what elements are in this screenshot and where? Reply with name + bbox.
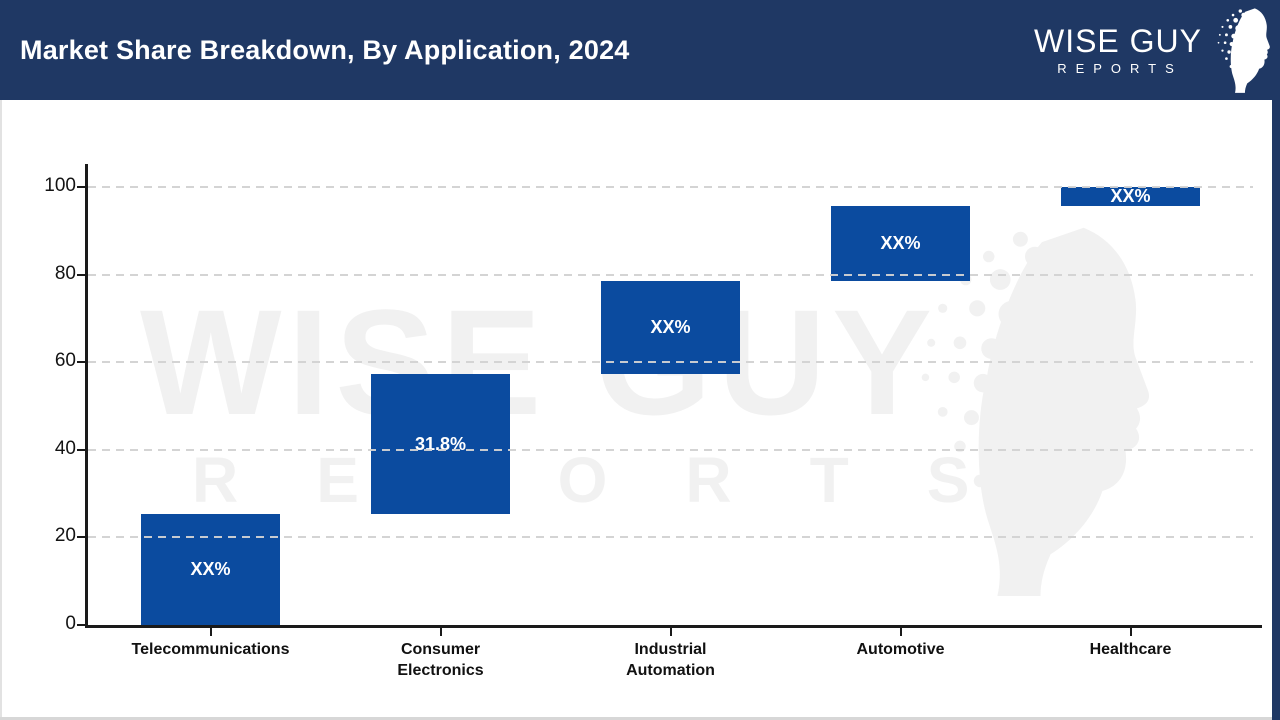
y-axis-line xyxy=(85,164,88,628)
x-axis-category-label: Automotive xyxy=(856,641,945,658)
y-axis-tick xyxy=(77,448,85,451)
x-axis-tick xyxy=(899,628,902,636)
logo-subtitle: REPORTS xyxy=(1057,60,1183,76)
waterfall-bar-segment: 31.8% xyxy=(371,374,510,514)
x-axis-tick xyxy=(669,628,672,636)
y-axis-tick xyxy=(77,536,85,539)
gridline xyxy=(88,186,1253,188)
waterfall-bar-segment: XX% xyxy=(1061,186,1200,207)
y-axis-tick-label: 80 xyxy=(54,262,76,284)
y-axis-tick-label: 40 xyxy=(54,437,76,459)
x-axis-category-label: Industrial Automation xyxy=(626,641,715,679)
y-axis-tick-label: 20 xyxy=(54,525,76,547)
bottom-edge-line xyxy=(0,717,1280,720)
bar-value-label: XX% xyxy=(190,558,231,579)
x-axis-line xyxy=(85,625,1262,628)
waterfall-bar-segment: XX% xyxy=(601,281,740,375)
y-axis-tick-label: 0 xyxy=(65,613,76,634)
y-axis-tick-label: 100 xyxy=(44,175,76,196)
header: Market Share Breakdown, By Application, … xyxy=(0,0,1280,100)
brand-logo-text: WISE GUY REPORTS xyxy=(1034,25,1202,76)
x-axis-category-label: Healthcare xyxy=(1089,641,1172,658)
y-axis-tick xyxy=(77,624,85,626)
x-axis-tick xyxy=(439,628,442,636)
bar-value-label: XX% xyxy=(650,317,691,338)
gridline xyxy=(88,273,1253,276)
x-axis-category-label: Telecommunications xyxy=(131,641,290,658)
waterfall-bar-segment: XX% xyxy=(831,206,970,282)
bar-value-label: XX% xyxy=(880,233,921,254)
gridline xyxy=(88,448,1253,451)
bar-value-label: XX% xyxy=(1110,186,1151,207)
right-edge-bar xyxy=(1272,0,1280,720)
gridline xyxy=(88,536,1253,539)
y-axis-tick-label: 60 xyxy=(54,350,76,372)
page-title: Market Share Breakdown, By Application, … xyxy=(20,34,630,65)
y-axis-tick xyxy=(77,273,85,276)
x-axis-category-label: Consumer Electronics xyxy=(397,641,484,679)
wiseguy-head-icon xyxy=(1204,7,1270,93)
y-axis-tick xyxy=(77,361,85,364)
gridline xyxy=(88,361,1253,364)
bar-value-label: 31.8% xyxy=(414,433,467,454)
y-axis-tick xyxy=(77,186,85,188)
brand-logo: WISE GUY REPORTS xyxy=(1034,7,1270,93)
waterfall-bar-segment: XX% xyxy=(141,513,280,625)
logo-wordmark: WISE GUY xyxy=(1033,22,1202,59)
x-axis-tick xyxy=(209,628,212,636)
x-axis-tick xyxy=(1129,628,1132,636)
left-edge-line xyxy=(0,100,2,720)
